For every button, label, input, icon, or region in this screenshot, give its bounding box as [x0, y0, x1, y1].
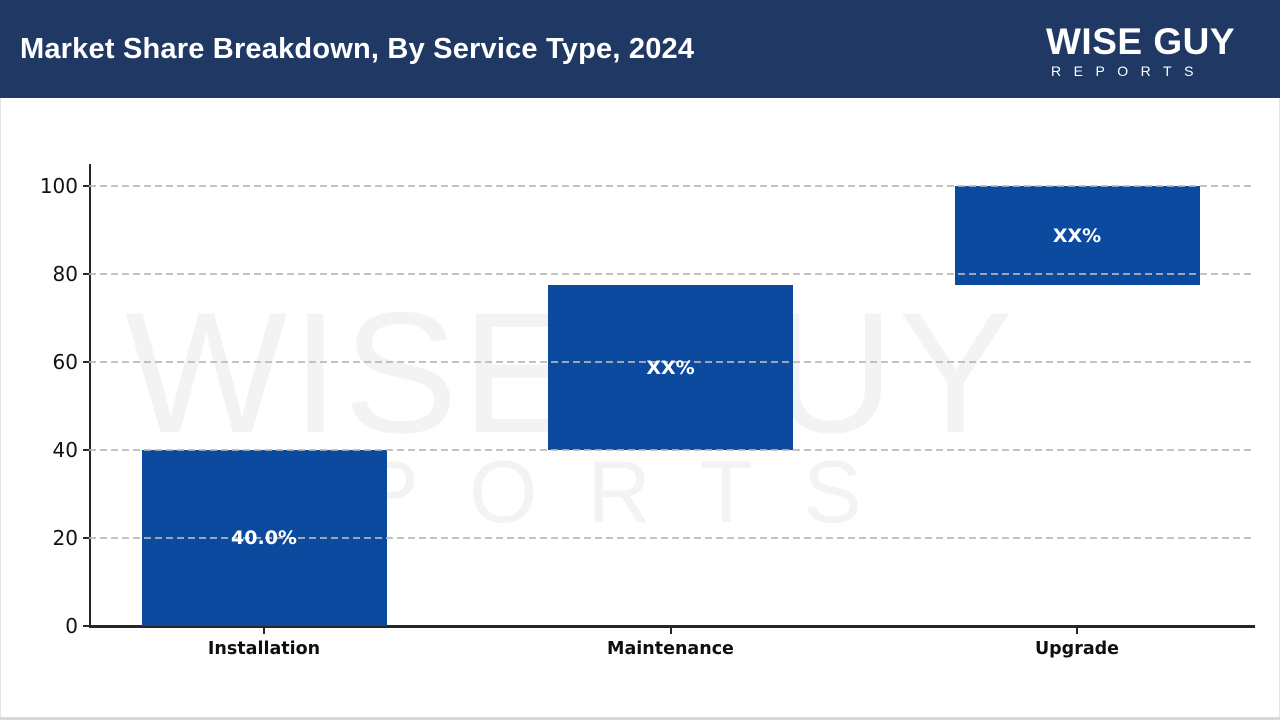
bar-label-installation: 40.0%: [231, 527, 297, 549]
bar-label-maintenance: XX%: [646, 356, 695, 379]
y-tick-mark-60: [83, 361, 89, 363]
gridline-20: [89, 537, 1253, 539]
bottom-strip: [0, 717, 1280, 720]
y-tick-mark-0: [83, 625, 89, 627]
x-tick-mark-upgrade: [1076, 628, 1078, 634]
gridline-100: [89, 185, 1253, 187]
y-tick-label-0: 0: [65, 614, 78, 638]
page-title: Market Share Breakdown, By Service Type,…: [20, 32, 695, 65]
header: Market Share Breakdown, By Service Type,…: [0, 0, 1280, 98]
y-tick-mark-40: [83, 449, 89, 451]
gridline-60: [89, 361, 1253, 363]
y-tick-label-20: 20: [52, 526, 78, 550]
x-tick-mark-installation: [263, 628, 265, 634]
x-tick-mark-maintenance: [669, 628, 672, 634]
y-tick-label-60: 60: [52, 350, 78, 374]
bar-label-upgrade: XX%: [1052, 224, 1102, 247]
category-label-installation: Installation: [207, 639, 321, 659]
logo-reports: REPORTS: [1051, 63, 1206, 79]
wiseguy-logo: WISE GUY REPORTS: [1046, 21, 1235, 79]
bar-maintenance: [548, 285, 793, 450]
y-tick-label-100: 100: [39, 174, 78, 198]
y-tick-mark-100: [83, 185, 89, 187]
plot-area: [89, 164, 1255, 628]
category-label-upgrade: Upgrade: [1034, 639, 1120, 659]
y-tick-label-40: 40: [52, 438, 78, 462]
category-label-maintenance: Maintenance: [607, 639, 734, 659]
gridline-80: [89, 273, 1253, 275]
gridline-40: [89, 449, 1253, 451]
y-tick-mark-20: [83, 537, 89, 539]
y-tick-label-80: 80: [52, 262, 78, 286]
y-tick-mark-80: [83, 273, 89, 275]
bar-upgrade: [954, 186, 1200, 285]
logo-wordmark: WISE GUY: [1046, 21, 1235, 62]
page-border-left: [0, 98, 1, 717]
